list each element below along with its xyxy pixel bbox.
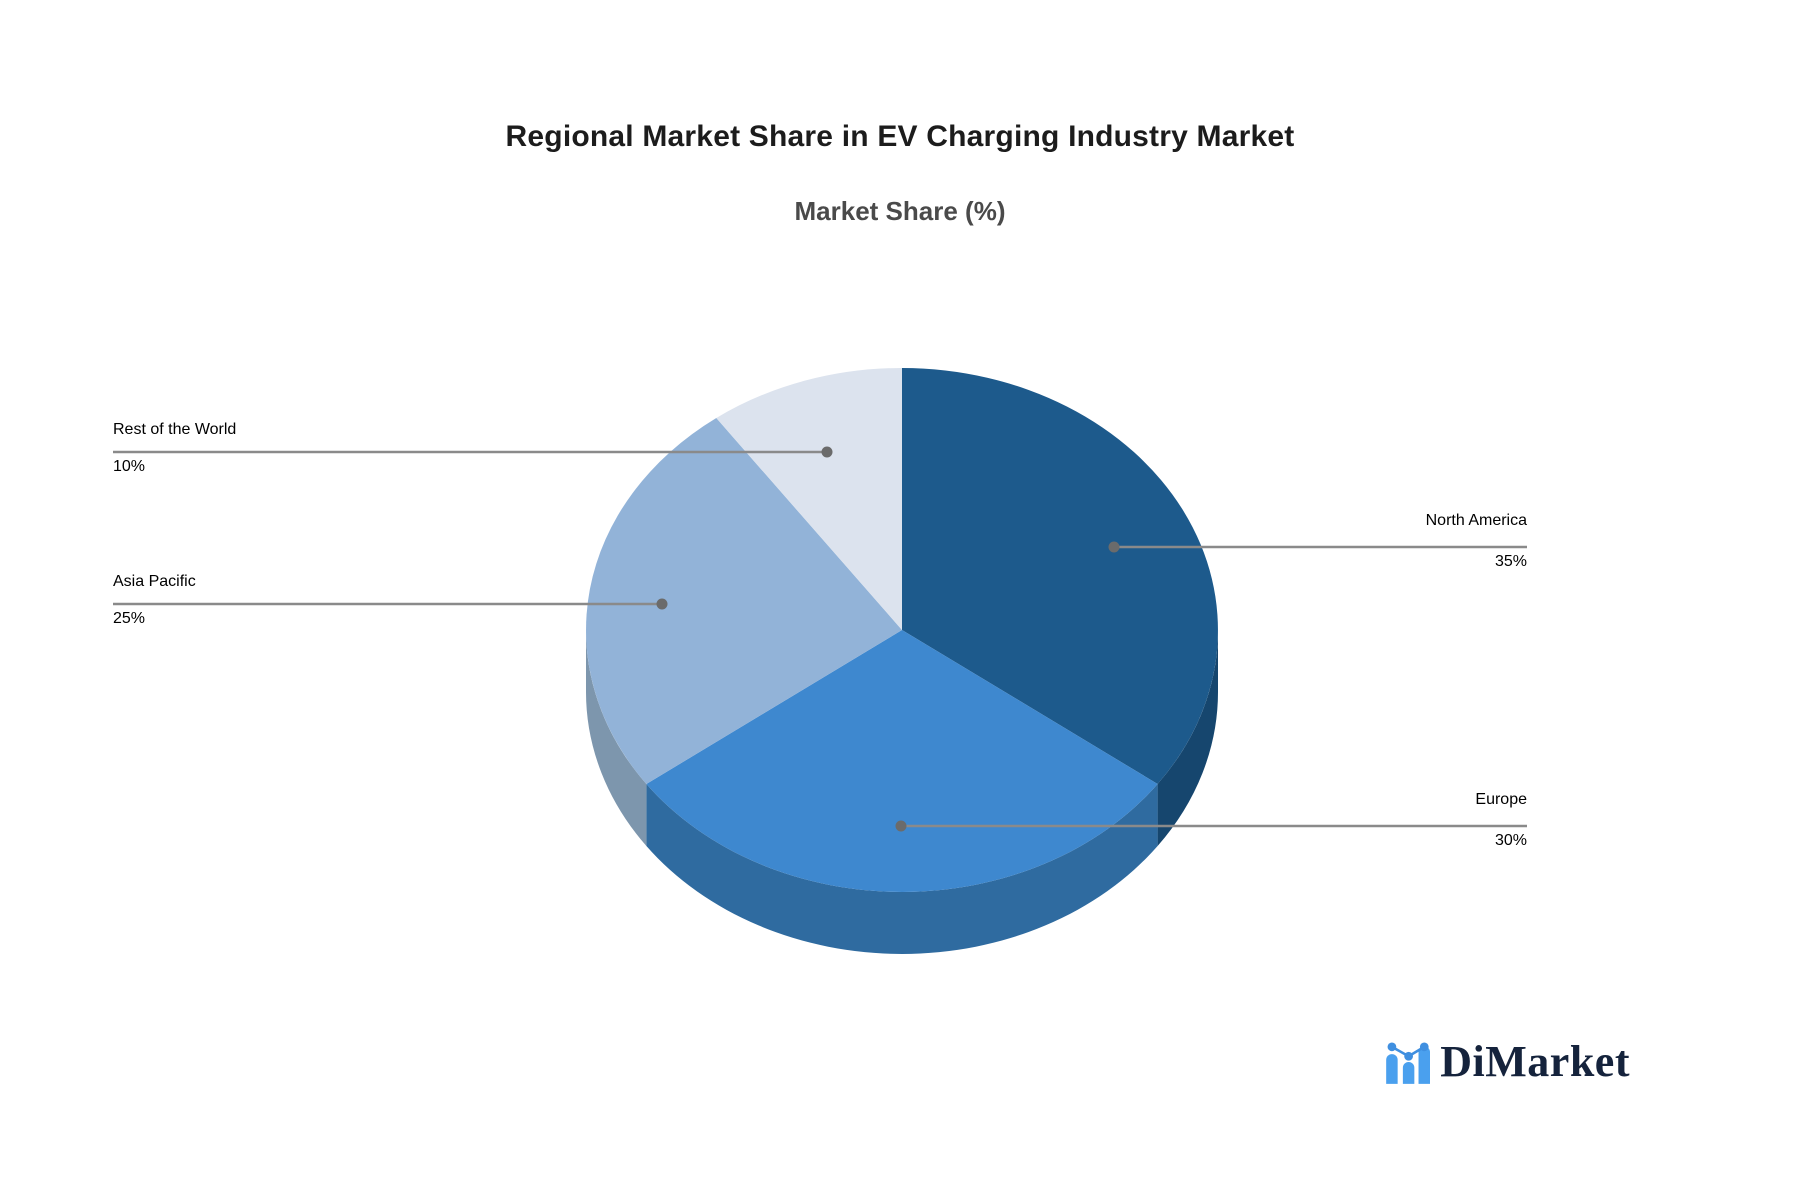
pie-side-asia-pacific [586,630,647,846]
chart-title: Regional Market Share in EV Charging Ind… [505,120,1295,153]
slice-label-asia-pacific: Asia Pacific [113,573,196,590]
leader-dot-north-america [1108,541,1120,553]
brand-logo: DiMarket [1382,1040,1630,1084]
leader-dot-rest-of-world [821,446,833,458]
pie-slice-rest-of-world[interactable] [716,368,902,630]
pie-slice-asia-pacific[interactable] [586,418,902,784]
leader-dot-europe [895,820,907,832]
brand-name: DiMarket [1440,1037,1630,1086]
slice-label-north-america: North America [1425,512,1527,529]
slice-label-rest-of-world: Rest of the World [113,421,237,438]
slice-value-rest-of-world: 10% [113,458,146,475]
slice-value-north-america: 35% [1494,553,1527,570]
pie-slice-north-america[interactable] [902,368,1218,784]
slice-value-europe: 30% [1494,832,1527,849]
bar-chart-icon [1386,1042,1431,1084]
leader-dot-asia-pacific [656,598,668,610]
slice-value-asia-pacific: 25% [113,610,146,627]
pie-side-europe [646,784,1158,954]
pie-side-north-america [1157,630,1218,846]
chart-subtitle: Market Share (%) [794,196,1006,226]
slice-label-europe: Europe [1475,791,1527,808]
